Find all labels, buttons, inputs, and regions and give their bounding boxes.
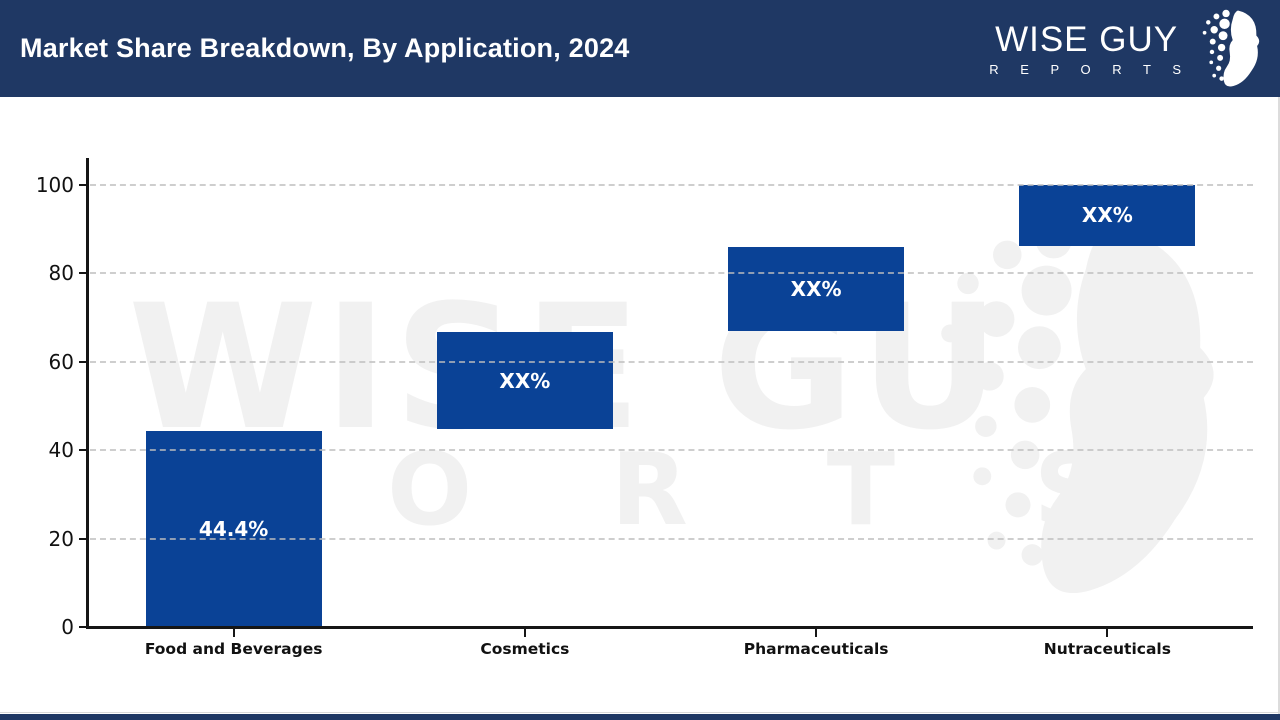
y-axis-tick-label: 0 <box>61 615 74 639</box>
y-axis-tick-label: 80 <box>48 261 74 286</box>
x-axis-line <box>86 626 1253 629</box>
header-bar: Market Share Breakdown, By Application, … <box>0 0 1280 97</box>
footer-bar <box>0 714 1280 720</box>
x-axis-category-label: Cosmetics <box>480 640 570 658</box>
bar-food-and-beverages <box>145 430 322 627</box>
gridline-100 <box>90 184 1253 186</box>
y-axis-tick-mark <box>79 449 88 452</box>
gridline-60 <box>90 360 1253 363</box>
x-axis-category-label: Food and Beverages <box>144 640 323 658</box>
bar-value-label: XX% <box>499 368 551 393</box>
y-axis-tick-mark <box>79 626 88 628</box>
bar-value-label: 44.4% <box>198 516 269 541</box>
y-axis-tick-label: 40 <box>48 438 74 463</box>
x-axis-tick-mark <box>523 628 526 637</box>
y-axis-tick-mark <box>79 184 88 186</box>
logo-wordmark: WISE GUY R E P O R T S <box>983 22 1190 76</box>
logo-wordmark-line1: WISE GUY <box>995 19 1179 59</box>
watermark-head-icon <box>941 222 1214 594</box>
x-axis-tick-mark <box>1106 628 1109 637</box>
logo-head-icon <box>1202 9 1260 87</box>
bar-value-label: XX% <box>790 277 842 302</box>
gridline-80 <box>90 272 1253 275</box>
wise-guy-logo: WISE GUY R E P O R T S <box>983 7 1266 91</box>
y-axis-tick-label: 60 <box>48 349 74 374</box>
watermark-text-line2: P O R T S <box>175 431 1158 548</box>
bar-value-label: XX% <box>1081 203 1133 228</box>
bar-cosmetics <box>436 332 613 429</box>
y-axis-tick-label: 20 <box>48 526 74 551</box>
x-axis-category-label: Nutraceuticals <box>1043 640 1171 658</box>
logo-wordmark-line2: R E P O R T S <box>989 61 1190 77</box>
bar-nutraceuticals <box>1019 185 1196 246</box>
y-axis-tick-mark <box>79 360 88 363</box>
x-axis-category-label: Pharmaceuticals <box>743 640 889 658</box>
x-axis-tick-mark <box>815 628 818 637</box>
y-axis-line <box>86 158 89 629</box>
bar-pharmaceuticals <box>728 247 905 332</box>
y-axis-tick-label: 100 <box>35 173 74 197</box>
y-axis-tick-mark <box>79 272 88 275</box>
gridline-20 <box>90 537 1253 540</box>
right-edge-divider <box>1278 97 1280 714</box>
gridline-40 <box>90 449 1253 452</box>
x-axis-tick-mark <box>232 628 235 637</box>
chart-title: Market Share Breakdown, By Application, … <box>20 33 630 63</box>
y-axis-tick-mark <box>79 537 88 540</box>
bottom-divider <box>0 712 1280 713</box>
